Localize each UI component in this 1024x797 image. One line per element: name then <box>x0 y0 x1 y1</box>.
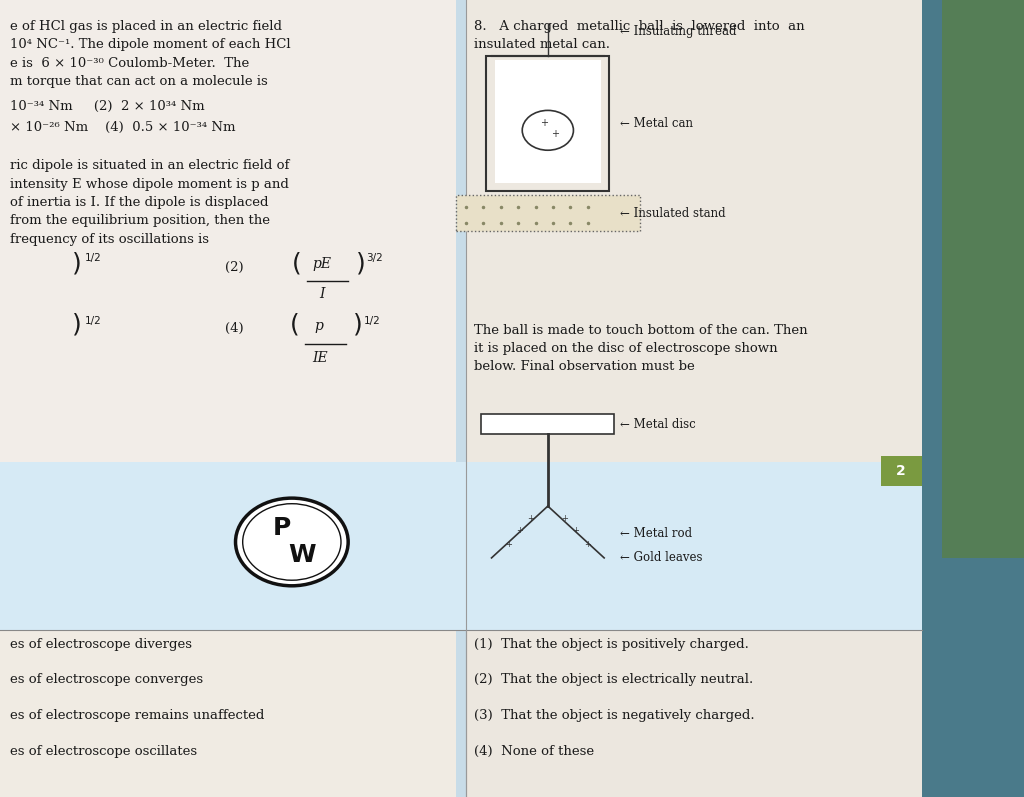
Bar <box>466 630 978 797</box>
Text: ): ) <box>353 312 364 336</box>
Text: frequency of its oscillations is: frequency of its oscillations is <box>10 233 209 245</box>
Text: (3)  That the object is negatively charged.: (3) That the object is negatively charge… <box>474 709 755 722</box>
Text: (: ( <box>290 312 300 336</box>
Text: +: + <box>516 525 523 535</box>
Text: (2): (2) <box>225 261 244 273</box>
Text: ← Insulated stand: ← Insulated stand <box>620 206 725 220</box>
Text: (1)  That the object is positively charged.: (1) That the object is positively charge… <box>474 638 749 650</box>
Text: ric dipole is situated in an electric field of: ric dipole is situated in an electric fi… <box>10 159 290 172</box>
Bar <box>486 56 609 191</box>
Text: pE: pE <box>312 257 332 271</box>
Bar <box>0 0 456 630</box>
Bar <box>922 0 1024 797</box>
Bar <box>481 414 614 434</box>
Text: es of electroscope converges: es of electroscope converges <box>10 673 204 686</box>
Text: ): ) <box>356 251 367 275</box>
Text: +: + <box>540 118 548 128</box>
Text: 10⁻³⁴ Nm     (2)  2 × 10³⁴ Nm: 10⁻³⁴ Nm (2) 2 × 10³⁴ Nm <box>10 100 205 112</box>
Text: p: p <box>314 319 324 333</box>
Text: ): ) <box>72 251 82 275</box>
Circle shape <box>236 498 348 586</box>
Text: × 10⁻²⁶ Nm    (4)  0.5 × 10⁻³⁴ Nm: × 10⁻²⁶ Nm (4) 0.5 × 10⁻³⁴ Nm <box>10 121 236 134</box>
Text: ← Insulating thread: ← Insulating thread <box>620 26 736 38</box>
Text: +: + <box>572 525 580 535</box>
Text: es of electroscope oscillates: es of electroscope oscillates <box>10 745 198 758</box>
Text: +: + <box>527 513 535 523</box>
Text: es of electroscope diverges: es of electroscope diverges <box>10 638 193 650</box>
Text: e is  6 × 10⁻³⁰ Coulomb-Meter.  The: e is 6 × 10⁻³⁰ Coulomb-Meter. The <box>10 57 250 69</box>
Text: ← Metal rod: ← Metal rod <box>620 528 691 540</box>
Text: +: + <box>505 540 512 549</box>
Text: insulated metal can.: insulated metal can. <box>474 38 610 51</box>
Bar <box>495 60 601 183</box>
Text: (4)  None of these: (4) None of these <box>474 745 594 758</box>
Text: +: + <box>561 513 568 523</box>
Bar <box>0 462 922 630</box>
Bar <box>456 195 640 231</box>
Text: intensity E whose dipole moment is p and: intensity E whose dipole moment is p and <box>10 178 289 190</box>
Text: (: ( <box>292 251 302 275</box>
Bar <box>942 0 1024 558</box>
Text: (2)  That the object is electrically neutral.: (2) That the object is electrically neut… <box>474 673 754 686</box>
Text: of inertia is I. If the dipole is displaced: of inertia is I. If the dipole is displa… <box>10 196 268 209</box>
Text: 3/2: 3/2 <box>367 253 383 264</box>
Text: 1/2: 1/2 <box>364 316 380 326</box>
Text: from the equilibrium position, then the: from the equilibrium position, then the <box>10 214 270 227</box>
Text: 10⁴ NC⁻¹. The dipole moment of each HCl: 10⁴ NC⁻¹. The dipole moment of each HCl <box>10 38 291 51</box>
Text: e of HCl gas is placed in an electric field: e of HCl gas is placed in an electric fi… <box>10 20 283 33</box>
Bar <box>881 456 922 486</box>
Text: I: I <box>319 287 325 301</box>
Text: 2: 2 <box>896 464 906 478</box>
Text: IE: IE <box>312 351 328 365</box>
Text: 1/2: 1/2 <box>85 253 101 264</box>
Text: +: + <box>584 540 591 549</box>
Text: below. Final observation must be: below. Final observation must be <box>474 360 695 373</box>
Text: ← Metal disc: ← Metal disc <box>620 418 695 431</box>
Text: +: + <box>551 128 559 139</box>
Bar <box>0 630 456 797</box>
Text: it is placed on the disc of electroscope shown: it is placed on the disc of electroscope… <box>474 342 778 355</box>
Text: m torque that can act on a molecule is: m torque that can act on a molecule is <box>10 75 268 88</box>
Text: ← Gold leaves: ← Gold leaves <box>620 552 702 564</box>
Circle shape <box>522 111 573 150</box>
Text: ): ) <box>72 312 82 336</box>
Text: ← Metal can: ← Metal can <box>620 117 692 130</box>
Text: 8.   A charged  metallic  ball  is  lowered  into  an: 8. A charged metallic ball is lowered in… <box>474 20 805 33</box>
Text: (4): (4) <box>225 322 244 335</box>
Text: W: W <box>289 543 315 567</box>
Text: The ball is made to touch bottom of the can. Then: The ball is made to touch bottom of the … <box>474 324 808 336</box>
Text: P: P <box>272 516 291 540</box>
Text: es of electroscope remains unaffected: es of electroscope remains unaffected <box>10 709 264 722</box>
Bar <box>466 0 978 630</box>
Text: 1/2: 1/2 <box>85 316 101 326</box>
